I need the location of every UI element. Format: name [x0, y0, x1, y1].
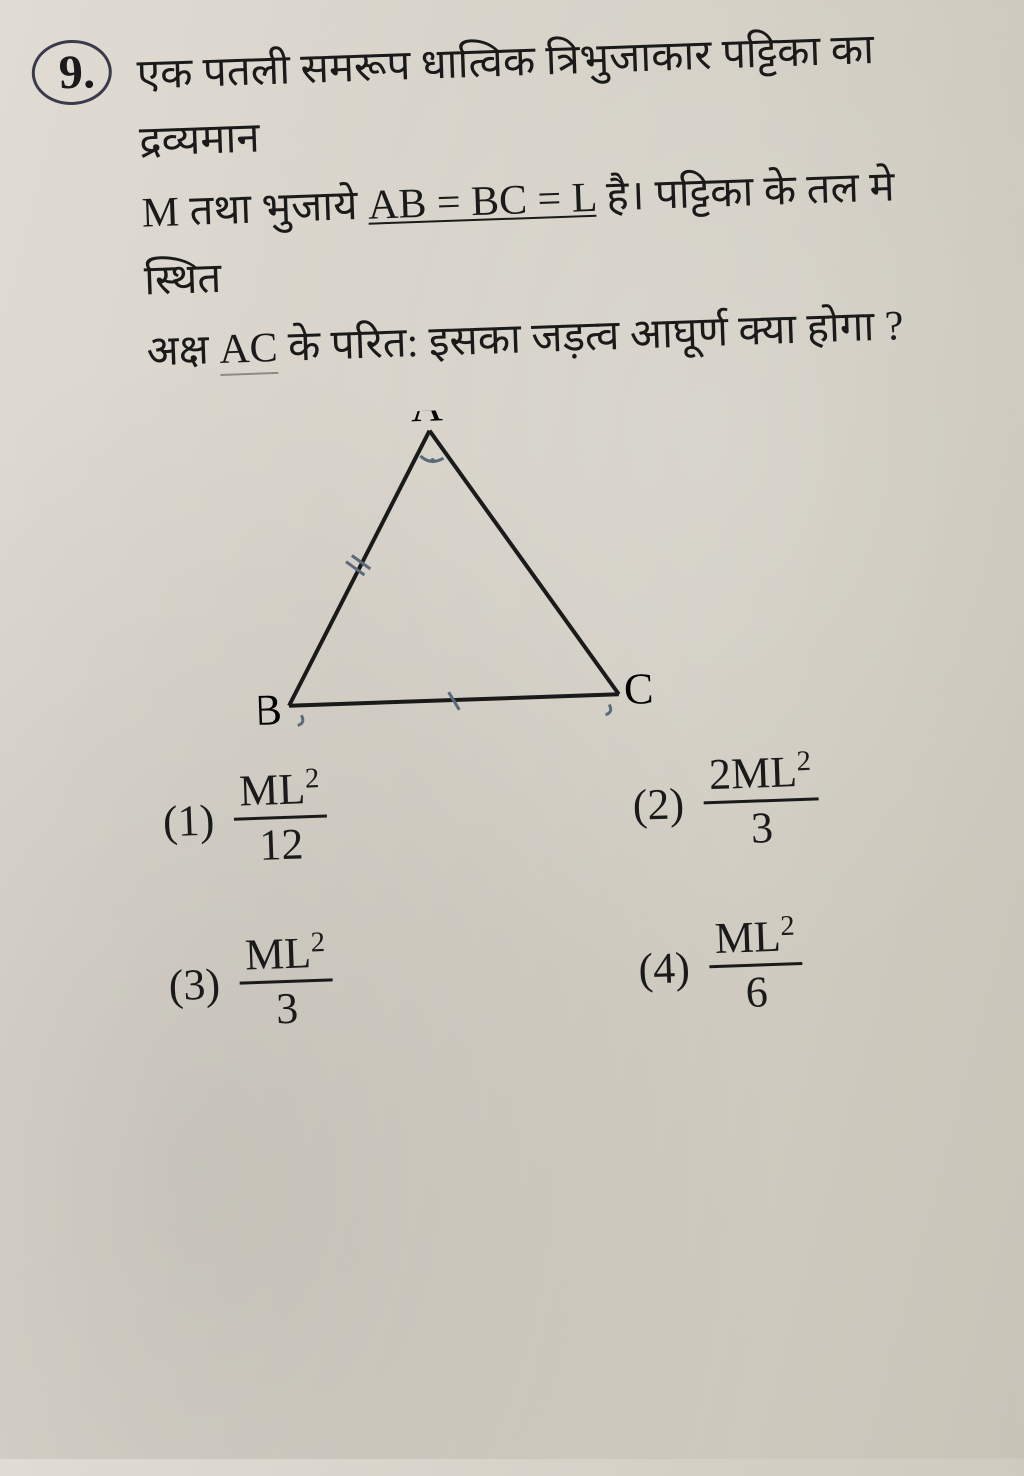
option-2-fraction: 2ML2 3 — [702, 747, 820, 855]
question-number-text: 9. — [58, 45, 96, 99]
question-line3-axis: AC — [218, 325, 278, 376]
option-1-numerator: ML2 — [232, 764, 326, 821]
option-2-number: (2) — [632, 778, 685, 831]
options-grid: (1) ML2 12 (2) 2ML2 3 (3) ML2 3 (4) ML2 — [161, 742, 974, 1037]
option-4-numerator: ML2 — [708, 912, 802, 969]
question-number: 9. — [36, 43, 118, 101]
option-1-number: (1) — [162, 795, 215, 848]
option-2: (2) 2ML2 3 — [631, 742, 984, 858]
option-4: (4) ML2 6 — [637, 905, 990, 1021]
question-text: एक पतली समरूप धात्विक त्रिभुजाकार पट्टिक… — [136, 15, 952, 391]
option-1-fraction: ML2 12 — [232, 764, 328, 871]
side-ca — [430, 424, 619, 700]
page-content: 9. एक पतली समरूप धात्विक त्रिभुजाकार पट्… — [0, 0, 1024, 1476]
triangle-diagram: A B C — [249, 403, 660, 737]
option-1-denominator: 12 — [258, 819, 304, 871]
option-4-number: (4) — [638, 942, 691, 995]
vertex-label-c: C — [623, 664, 654, 714]
question-line2-part1: M तथा भुजाये — [141, 183, 369, 237]
question-line-1: एक पतली समरूप धात्विक त्रिभुजाकार पट्टिक… — [136, 15, 944, 177]
tick-near-b — [297, 715, 303, 725]
option-4-denominator: 6 — [745, 966, 769, 1017]
vertex-label-a: A — [410, 403, 444, 431]
question-line3-part2: के परित: इसका जड़त्व आघूर्ण क्या होगा ? — [277, 303, 904, 371]
option-3-numerator: ML2 — [238, 928, 332, 985]
option-2-numerator: 2ML2 — [702, 747, 818, 804]
question-line-2: M तथा भुजाये AB = BC = L है। पट्टिका के … — [141, 153, 949, 315]
side-ab — [280, 431, 439, 706]
option-2-denominator: 3 — [750, 802, 774, 853]
option-1: (1) ML2 12 — [161, 758, 514, 874]
triangle-svg: A B C — [249, 403, 660, 737]
question-line2-equation: AB = BC = L — [367, 175, 596, 229]
question-block: 9. एक पतली समरूप धात्विक त्रिभुजाकार पट्… — [36, 15, 952, 394]
option-3-fraction: ML2 3 — [238, 928, 334, 1035]
vertex-label-b: B — [252, 685, 283, 735]
option-3-number: (3) — [168, 958, 221, 1011]
option-4-fraction: ML2 6 — [708, 912, 804, 1019]
option-3-denominator: 3 — [275, 983, 299, 1034]
question-line3-part1: अक्ष — [146, 327, 220, 376]
option-3: (3) ML2 3 — [167, 922, 520, 1038]
tick-near-c — [605, 704, 611, 714]
